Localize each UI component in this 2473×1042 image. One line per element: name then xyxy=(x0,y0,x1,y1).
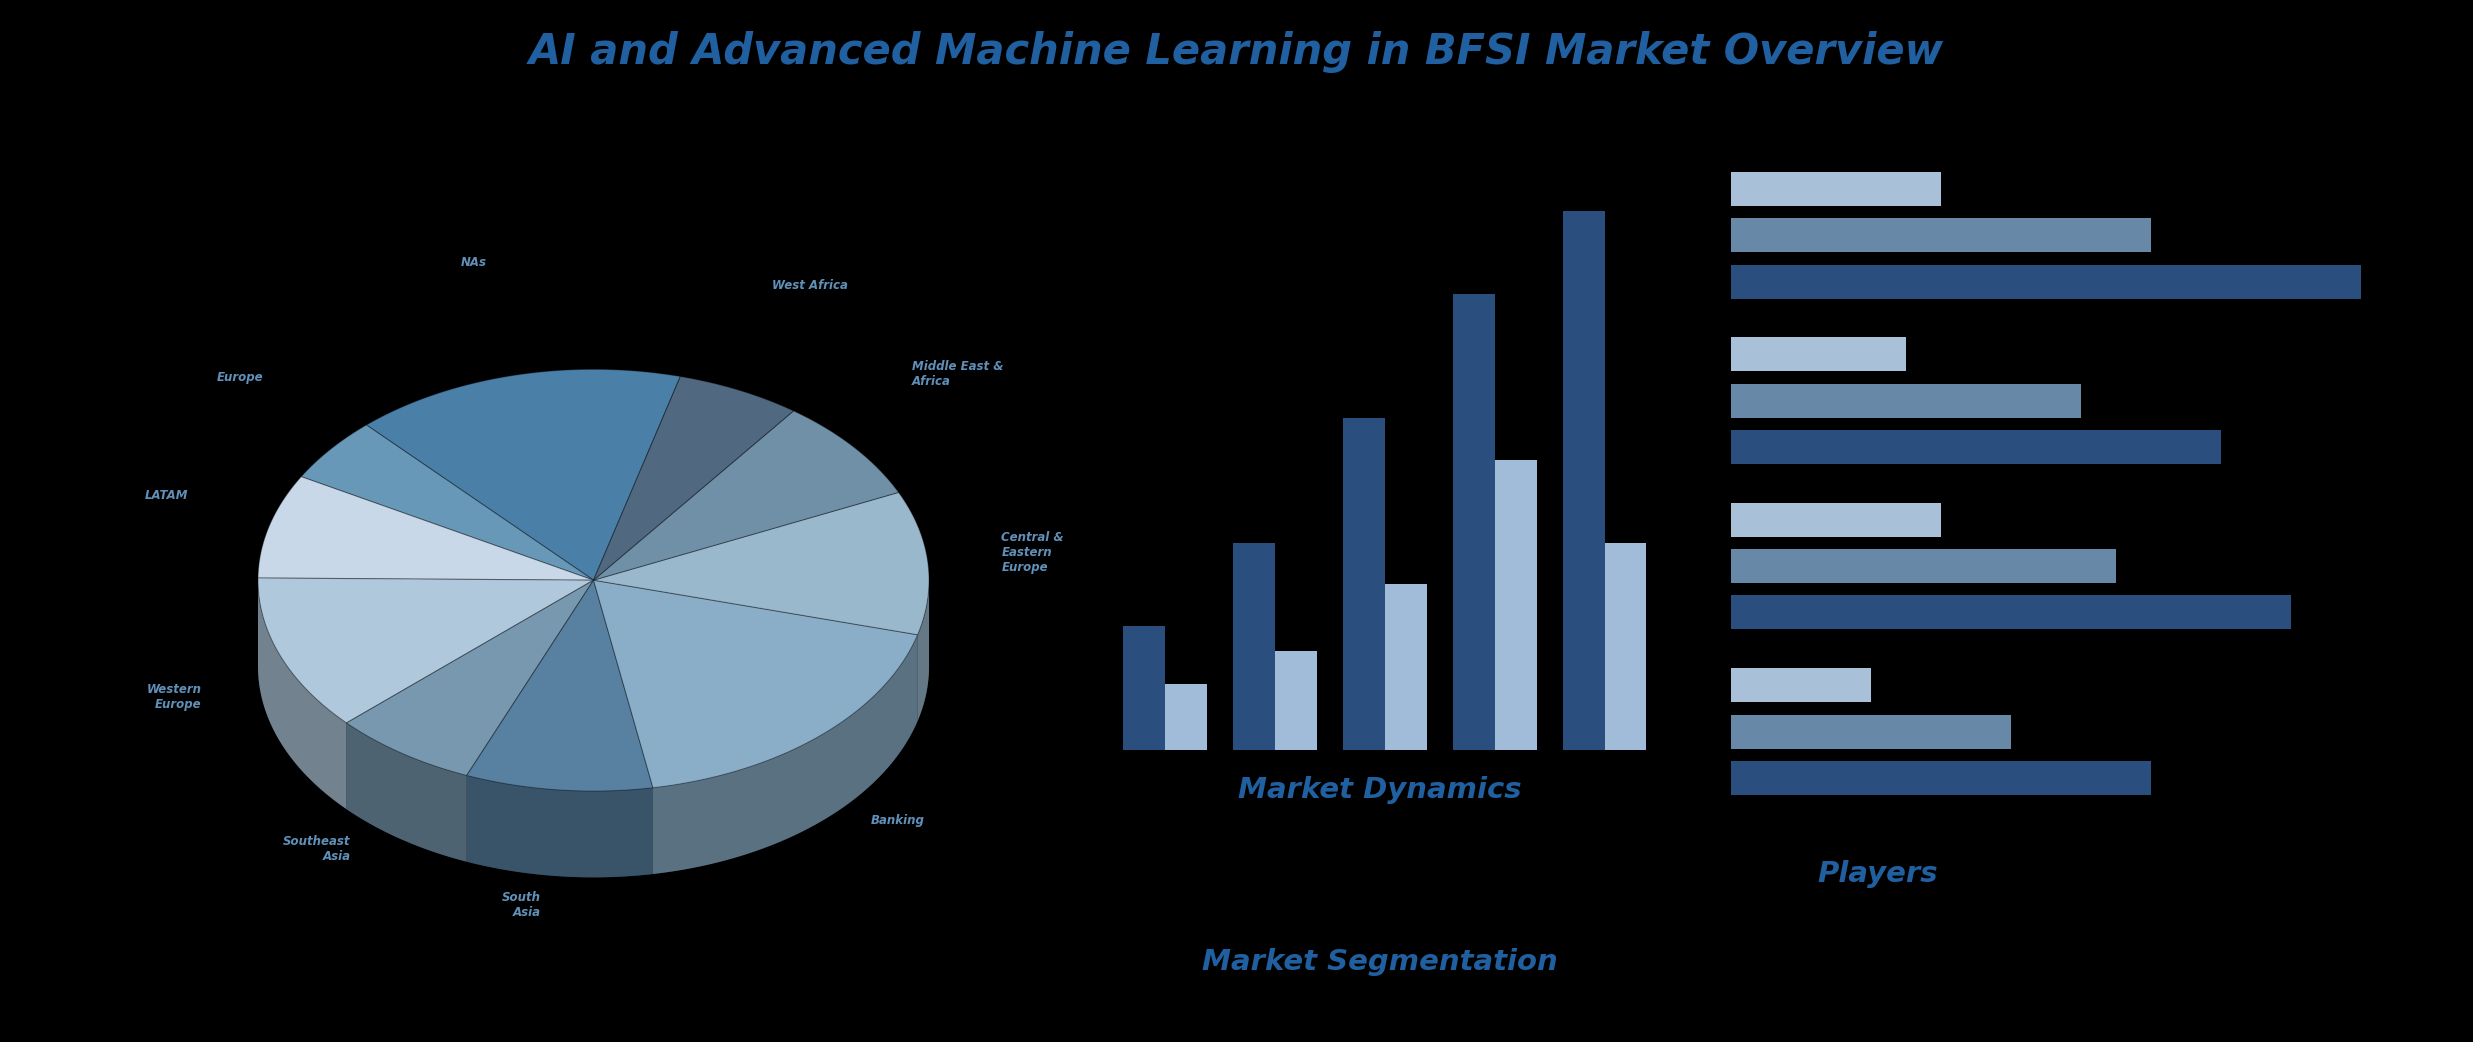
Polygon shape xyxy=(594,376,794,580)
Bar xyxy=(1494,460,1536,750)
Bar xyxy=(1731,265,2362,299)
Polygon shape xyxy=(257,578,594,723)
Text: Market Segmentation: Market Segmentation xyxy=(1202,948,1558,976)
Bar xyxy=(1385,585,1427,750)
Polygon shape xyxy=(302,425,594,580)
Bar xyxy=(1731,595,2290,629)
Bar xyxy=(1731,218,2152,252)
Bar xyxy=(1731,502,1941,537)
Text: South
Asia: South Asia xyxy=(502,891,542,919)
Polygon shape xyxy=(594,493,930,635)
Polygon shape xyxy=(917,581,930,721)
Text: Western
Europe: Western Europe xyxy=(146,684,203,712)
Text: AI and Advanced Machine Learning in BFSI Market Overview: AI and Advanced Machine Learning in BFSI… xyxy=(529,31,1944,73)
Bar xyxy=(1731,761,2152,795)
Polygon shape xyxy=(257,580,346,810)
Bar xyxy=(1731,430,2221,464)
Bar xyxy=(1454,294,1494,750)
Bar xyxy=(1731,338,1907,371)
Text: Middle East &
Africa: Middle East & Africa xyxy=(913,361,1004,389)
Polygon shape xyxy=(346,723,467,862)
Bar xyxy=(1605,543,1647,750)
Bar xyxy=(1731,383,2080,418)
Bar xyxy=(1276,650,1316,750)
Bar xyxy=(1731,549,2117,584)
Polygon shape xyxy=(366,369,680,580)
Text: Banking: Banking xyxy=(870,814,925,827)
Bar xyxy=(1731,715,2011,748)
Text: Market Dynamics: Market Dynamics xyxy=(1239,776,1521,804)
Polygon shape xyxy=(346,580,594,775)
Polygon shape xyxy=(594,580,917,788)
Polygon shape xyxy=(257,476,594,580)
Bar xyxy=(1731,668,1872,702)
Bar xyxy=(1563,210,1605,750)
Polygon shape xyxy=(467,775,653,877)
Bar xyxy=(1123,625,1165,750)
Polygon shape xyxy=(653,635,917,874)
Text: West Africa: West Africa xyxy=(772,279,848,293)
Bar xyxy=(1234,543,1276,750)
Text: Southeast
Asia: Southeast Asia xyxy=(282,835,351,863)
Polygon shape xyxy=(257,455,930,877)
Bar xyxy=(1343,418,1385,750)
Bar xyxy=(1165,684,1207,750)
Bar xyxy=(1731,172,1941,205)
Text: Players: Players xyxy=(1818,860,1939,888)
Polygon shape xyxy=(594,411,898,580)
Text: Central &
Eastern
Europe: Central & Eastern Europe xyxy=(1002,531,1063,574)
Text: LATAM: LATAM xyxy=(146,489,188,502)
Text: NAs: NAs xyxy=(460,256,487,269)
Polygon shape xyxy=(467,580,653,791)
Text: Europe: Europe xyxy=(218,371,262,383)
